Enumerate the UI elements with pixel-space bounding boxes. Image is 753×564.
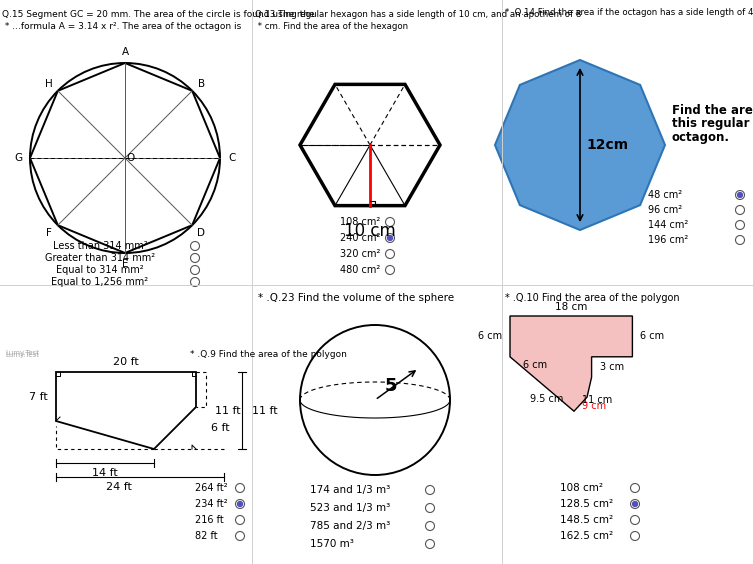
Text: * .Q.9 Find the area of the polygon: * .Q.9 Find the area of the polygon — [190, 350, 347, 359]
Text: 785 and 2/3 m³: 785 and 2/3 m³ — [310, 521, 390, 531]
Text: 108 cm²: 108 cm² — [340, 217, 380, 227]
Text: 14 ft: 14 ft — [92, 468, 118, 478]
Text: 174 and 1/3 m³: 174 and 1/3 m³ — [310, 485, 390, 495]
Text: 144 cm²: 144 cm² — [648, 220, 688, 230]
Text: 128.5 cm²: 128.5 cm² — [560, 499, 613, 509]
Text: 20 ft: 20 ft — [113, 357, 139, 367]
Text: * ...formula A = 3.14 x r². The area of the octagon is: * ...formula A = 3.14 x r². The area of … — [2, 22, 241, 31]
Text: F: F — [46, 228, 52, 238]
Circle shape — [633, 501, 638, 506]
Text: 148.5 cm²: 148.5 cm² — [560, 515, 613, 525]
Text: 264 ft²: 264 ft² — [195, 483, 227, 493]
Text: * cm. Find the area of the hexagon: * cm. Find the area of the hexagon — [255, 22, 408, 31]
Text: E: E — [122, 259, 128, 269]
Text: Equal to 1,256 mm²: Equal to 1,256 mm² — [51, 277, 148, 287]
Text: Q.13 The regular hexagon has a side length of 10 cm, and an apothem of 8: Q.13 The regular hexagon has a side leng… — [255, 10, 581, 19]
Text: 11 cm: 11 cm — [582, 395, 612, 405]
Text: 196 cm²: 196 cm² — [648, 235, 688, 245]
Text: 18 cm: 18 cm — [555, 302, 587, 312]
Text: C: C — [228, 153, 236, 163]
Polygon shape — [495, 60, 665, 230]
Text: 480 cm²: 480 cm² — [340, 265, 380, 275]
Text: Equal to 314 mm²: Equal to 314 mm² — [56, 265, 144, 275]
Text: 7 ft: 7 ft — [29, 391, 47, 402]
Text: 523 and 1/3 m³: 523 and 1/3 m³ — [310, 503, 390, 513]
Text: B: B — [197, 79, 205, 89]
Text: Lumy.Test: Lumy.Test — [5, 350, 39, 356]
Text: 240 cm²: 240 cm² — [340, 233, 380, 243]
Text: 10 cm: 10 cm — [344, 222, 396, 240]
Text: Q.15 Segment GC = 20 mm. The area of the circle is found using the: Q.15 Segment GC = 20 mm. The area of the… — [2, 10, 315, 19]
Text: 162.5 cm²: 162.5 cm² — [560, 531, 613, 541]
Text: 3 cm: 3 cm — [599, 362, 623, 372]
Circle shape — [237, 501, 242, 506]
Text: Less than 314 mm²: Less than 314 mm² — [53, 241, 148, 251]
Text: Find the area of: Find the area of — [672, 104, 753, 117]
Text: 6 cm: 6 cm — [523, 360, 547, 370]
Text: 108 cm²: 108 cm² — [560, 483, 603, 493]
Text: 234 ft²: 234 ft² — [195, 499, 227, 509]
Text: 96 cm²: 96 cm² — [648, 205, 682, 215]
Text: * .Q.10 Find the area of the polygon: * .Q.10 Find the area of the polygon — [505, 293, 680, 303]
Text: * .Q.23 Find the volume of the sphere: * .Q.23 Find the volume of the sphere — [258, 293, 454, 303]
Text: 9.5 cm: 9.5 cm — [530, 394, 564, 404]
Text: 82 ft: 82 ft — [195, 531, 218, 541]
Circle shape — [388, 236, 392, 240]
Text: 5: 5 — [385, 377, 398, 395]
Text: this regular: this regular — [672, 117, 749, 130]
Text: G: G — [14, 153, 22, 163]
Text: H: H — [45, 79, 53, 89]
Text: D: D — [197, 228, 205, 238]
Text: * .Q.14 Find the area if the octagon has a side length of 4 cm: * .Q.14 Find the area if the octagon has… — [505, 8, 753, 17]
Text: 216 ft: 216 ft — [195, 515, 224, 525]
Text: 6 ft: 6 ft — [211, 423, 230, 433]
Polygon shape — [510, 316, 633, 411]
Text: A: A — [121, 47, 129, 57]
Text: 6 cm: 6 cm — [478, 332, 502, 341]
Text: O: O — [127, 153, 135, 163]
Text: 9 cm: 9 cm — [582, 401, 606, 411]
Text: 1570 m³: 1570 m³ — [310, 539, 354, 549]
Text: octagon.: octagon. — [672, 131, 730, 144]
Text: 320 cm²: 320 cm² — [340, 249, 380, 259]
Text: 12cm: 12cm — [586, 138, 628, 152]
Circle shape — [737, 192, 742, 197]
Text: 24 ft: 24 ft — [106, 482, 132, 492]
Text: 6 cm: 6 cm — [640, 332, 665, 341]
Text: Greater than 314 mm²: Greater than 314 mm² — [45, 253, 155, 263]
Text: 11 ft: 11 ft — [215, 406, 241, 416]
Text: 11 ft: 11 ft — [252, 406, 278, 416]
Text: Lumy.Test: Lumy.Test — [5, 352, 39, 358]
Text: 48 cm²: 48 cm² — [648, 190, 682, 200]
